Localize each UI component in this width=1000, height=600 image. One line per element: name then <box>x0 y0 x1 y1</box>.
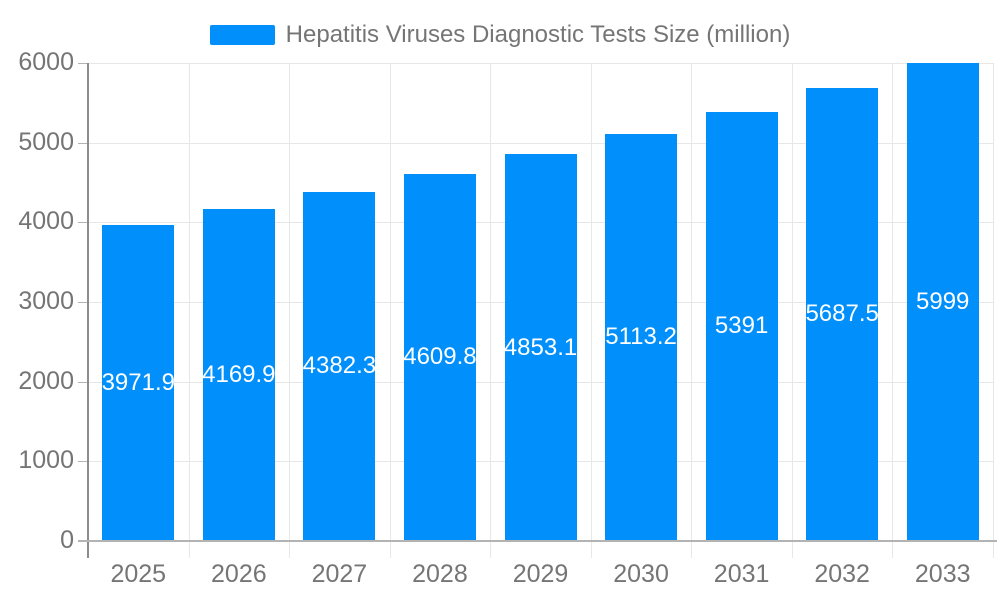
x-tick <box>892 541 894 558</box>
y-axis-label: 1000 <box>18 446 74 475</box>
bar[interactable]: 4169.9 <box>202 208 276 541</box>
x-tick <box>289 541 291 558</box>
y-axis-label: 3000 <box>18 286 74 315</box>
bar-value-label: 4853.1 <box>503 333 578 361</box>
bar-value-label: 4382.3 <box>302 352 377 380</box>
x-tick <box>691 541 693 558</box>
x-axis-label: 2033 <box>914 560 971 588</box>
x-axis-label: 2027 <box>311 560 368 588</box>
x-tick <box>389 541 391 558</box>
x-axis-label: 2025 <box>110 560 167 588</box>
bar[interactable]: 5391 <box>705 111 778 541</box>
bar-value-label: 3971.9 <box>101 368 175 396</box>
y-tick <box>78 461 88 463</box>
bar[interactable]: 4382.3 <box>302 191 377 541</box>
bar[interactable]: 4609.8 <box>403 173 477 541</box>
y-axis-label: 0 <box>60 525 74 554</box>
x-axis-label: 2032 <box>814 560 870 588</box>
legend-label: Hepatitis Viruses Diagnostic Tests Size … <box>285 21 791 48</box>
x-tick <box>188 541 190 558</box>
legend-item[interactable]: Hepatitis Viruses Diagnostic Tests Size … <box>0 21 1000 49</box>
x-tick <box>490 541 492 558</box>
x-axis-label: 2030 <box>613 560 669 588</box>
bar[interactable]: 5687.5 <box>805 87 879 541</box>
bar-value-label: 5687.5 <box>805 300 879 328</box>
x-gridline <box>389 63 391 541</box>
x-tick <box>993 541 994 558</box>
y-axis-label: 4000 <box>18 207 74 236</box>
x-axis-label: 2028 <box>412 560 468 588</box>
y-tick <box>78 142 88 144</box>
bar[interactable]: 5113.2 <box>605 133 678 541</box>
bar[interactable]: 5999 <box>906 63 979 541</box>
x-gridline <box>791 63 793 541</box>
x-axis-label: 2026 <box>211 560 267 588</box>
bar-value-label: 5391 <box>714 312 769 340</box>
x-tick <box>791 541 793 558</box>
x-gridline <box>993 63 994 541</box>
y-axis-line <box>87 63 89 558</box>
y-axis-label: 6000 <box>18 47 74 76</box>
bar-value-label: 5113.2 <box>605 323 677 351</box>
y-gridline <box>88 63 993 64</box>
y-gridline <box>88 142 993 144</box>
x-gridline <box>892 63 894 541</box>
bar[interactable]: 4853.1 <box>503 154 578 541</box>
bar[interactable]: 3971.9 <box>101 224 175 541</box>
y-tick <box>78 222 88 224</box>
y-tick <box>78 381 88 383</box>
bar-value-label: 4169.9 <box>202 360 276 388</box>
x-axis-label: 2031 <box>713 560 770 588</box>
x-axis-baseline <box>78 540 997 542</box>
x-gridline <box>188 63 190 541</box>
bar-value-label: 5999 <box>916 288 970 316</box>
y-tick <box>78 63 88 64</box>
x-gridline <box>289 63 291 541</box>
x-gridline <box>490 63 492 541</box>
legend-swatch <box>209 25 275 45</box>
x-tick <box>590 541 592 558</box>
x-gridline <box>691 63 693 541</box>
y-axis-label: 2000 <box>18 366 74 395</box>
y-tick <box>78 302 88 303</box>
bar-value-label: 4609.8 <box>403 343 477 371</box>
x-axis-label: 2029 <box>512 560 569 588</box>
x-gridline <box>590 63 592 541</box>
y-axis-label: 5000 <box>18 127 74 156</box>
